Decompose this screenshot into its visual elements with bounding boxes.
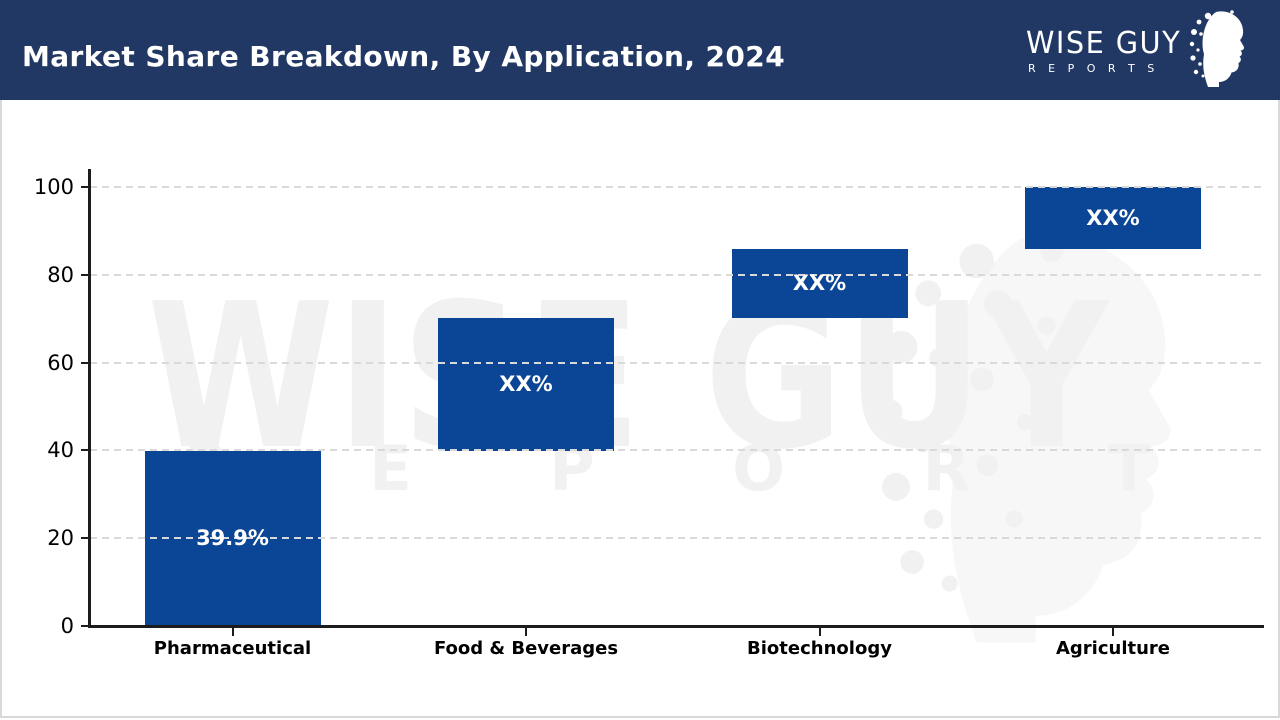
header: Market Share Breakdown, By Application, … — [0, 0, 1280, 100]
x-axis-tick — [525, 628, 527, 636]
page-title: Market Share Breakdown, By Application, … — [22, 40, 786, 73]
logo-wordmark: WISE GUY — [1026, 26, 1182, 61]
x-axis-line — [88, 625, 1264, 628]
bar-value-label: XX% — [1086, 205, 1140, 230]
wiseguy-head-icon — [1189, 10, 1245, 87]
y-axis-tick-label: 40 — [47, 438, 74, 463]
gridline — [90, 273, 1264, 276]
y-axis-tick — [81, 449, 89, 452]
y-axis-tick — [81, 273, 89, 276]
gridline — [90, 186, 1264, 188]
x-axis-category-label: Food & Beverages — [433, 638, 619, 659]
y-axis-tick-label: 0 — [60, 614, 74, 638]
gridline — [90, 361, 1264, 364]
y-axis-tick — [81, 537, 89, 540]
bar-segment — [1025, 187, 1201, 249]
y-axis-tick-label: 60 — [47, 350, 74, 375]
bar-value-label: XX% — [792, 271, 847, 296]
gridline — [90, 449, 1264, 452]
wiseguy-logo: WISE GUY R E P O R T S — [1026, 0, 1266, 100]
watermark: WISE GUY R E P O R T S — [2, 100, 1278, 716]
bar-value-label: 39.9% — [196, 526, 269, 551]
x-axis-tick — [818, 628, 821, 636]
y-axis-tick — [81, 186, 89, 188]
bar-segment — [731, 248, 908, 318]
x-axis-tick — [1112, 628, 1114, 636]
y-axis-tick-label: 20 — [47, 526, 74, 551]
gridline — [90, 537, 1264, 540]
x-axis-tick — [231, 628, 234, 636]
y-axis-tick — [81, 361, 89, 364]
x-axis-category-label: Biotechnology — [747, 638, 892, 659]
x-axis-category-label: Pharmaceutical — [153, 638, 312, 659]
x-axis-category-label: Agriculture — [1055, 638, 1171, 659]
y-axis-tick-label: 80 — [47, 262, 74, 287]
y-axis-tick — [81, 625, 89, 627]
watermark-wordmark: WISE GUY — [147, 261, 1110, 494]
logo-subtext: R E P O R T S — [1028, 62, 1159, 75]
bar-value-label: XX% — [499, 372, 553, 397]
chart-panel: WISE GUY R E P O R T S — [0, 100, 1280, 718]
y-axis-line — [88, 169, 91, 628]
y-axis-tick-label: 100 — [33, 175, 74, 199]
watermark-head-icon — [878, 229, 1171, 643]
bar-segment — [438, 317, 614, 451]
plot-area: 39.9% XX% XX% XX% 0 20 40 60 80 100 Pharmaceutical… — [2, 100, 1278, 716]
